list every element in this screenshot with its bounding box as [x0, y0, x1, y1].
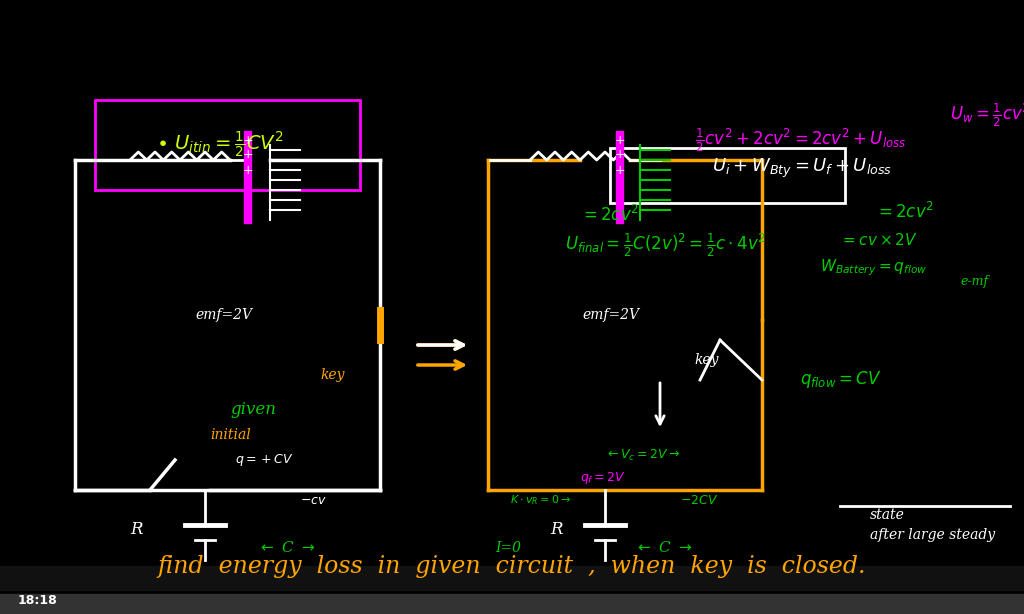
Text: given: given — [230, 402, 276, 419]
Text: +: + — [614, 133, 626, 147]
Text: $-cv$: $-cv$ — [300, 494, 327, 507]
Bar — [95, 100, 360, 190]
Text: $W_{Battery}=q_{flow}$: $W_{Battery}=q_{flow}$ — [820, 258, 928, 278]
Text: R: R — [130, 521, 142, 538]
Text: $q_{flow}=CV$: $q_{flow}=CV$ — [800, 370, 882, 391]
Text: $U_w=\frac{1}{2}cv^2$: $U_w=\frac{1}{2}cv^2$ — [950, 101, 1024, 129]
Text: $K\cdot v_R=0\rightarrow$: $K\cdot v_R=0\rightarrow$ — [510, 493, 571, 507]
Bar — [610, 148, 845, 203]
Text: after large steady: after large steady — [870, 528, 995, 542]
Text: $\leftarrow$ C $\rightarrow$: $\leftarrow$ C $\rightarrow$ — [258, 540, 315, 556]
Text: key: key — [319, 368, 344, 382]
Bar — [0, 566, 1024, 590]
Text: key: key — [694, 353, 719, 367]
Text: R: R — [550, 521, 562, 538]
Text: +: + — [614, 149, 626, 161]
Text: I=0: I=0 — [495, 541, 521, 555]
Text: $U_i+W_{Bty}=U_f+U_{loss}$: $U_i+W_{Bty}=U_f+U_{loss}$ — [712, 157, 892, 180]
Text: +: + — [243, 133, 253, 147]
Text: $\leftarrow$ C $\rightarrow$: $\leftarrow$ C $\rightarrow$ — [635, 540, 692, 556]
Text: find  energy  loss  in  given  circuit  ,  when  key  is  closed.: find energy loss in given circuit , when… — [158, 554, 866, 578]
Text: $q=+CV$: $q=+CV$ — [234, 452, 294, 468]
Text: +: + — [243, 149, 253, 161]
Text: +: + — [614, 163, 626, 176]
Text: emf=2V: emf=2V — [195, 308, 252, 322]
Text: $\frac{1}{2}cv^2+2cv^2=2cv^2+U_{loss}$: $\frac{1}{2}cv^2+2cv^2=2cv^2+U_{loss}$ — [695, 126, 906, 154]
Bar — [0, 594, 1024, 614]
Text: $-2CV$: $-2CV$ — [680, 494, 719, 507]
Text: e-mf: e-mf — [961, 276, 988, 289]
Text: $=2cv^2$: $=2cv^2$ — [580, 205, 639, 225]
Text: $q_f=2V$: $q_f=2V$ — [580, 470, 626, 486]
Text: $\leftarrow V_c=2V\rightarrow$: $\leftarrow V_c=2V\rightarrow$ — [605, 448, 680, 462]
Text: 18:18: 18:18 — [18, 594, 57, 607]
Text: $\bullet\ U_{itin}=\frac{1}{2}CV^2$: $\bullet\ U_{itin}=\frac{1}{2}CV^2$ — [157, 130, 284, 160]
Text: $=cv\times 2V$: $=cv\times 2V$ — [840, 232, 918, 248]
Text: state: state — [870, 508, 905, 522]
Text: $=2cv^2$: $=2cv^2$ — [874, 202, 934, 222]
Text: emf=2V: emf=2V — [582, 308, 639, 322]
Text: initial: initial — [210, 428, 251, 442]
Text: $U_{final}=\frac{1}{2}C(2v)^2=\frac{1}{2}c\cdot 4v^2$: $U_{final}=\frac{1}{2}C(2v)^2=\frac{1}{2… — [565, 231, 766, 258]
Text: +: + — [243, 163, 253, 176]
